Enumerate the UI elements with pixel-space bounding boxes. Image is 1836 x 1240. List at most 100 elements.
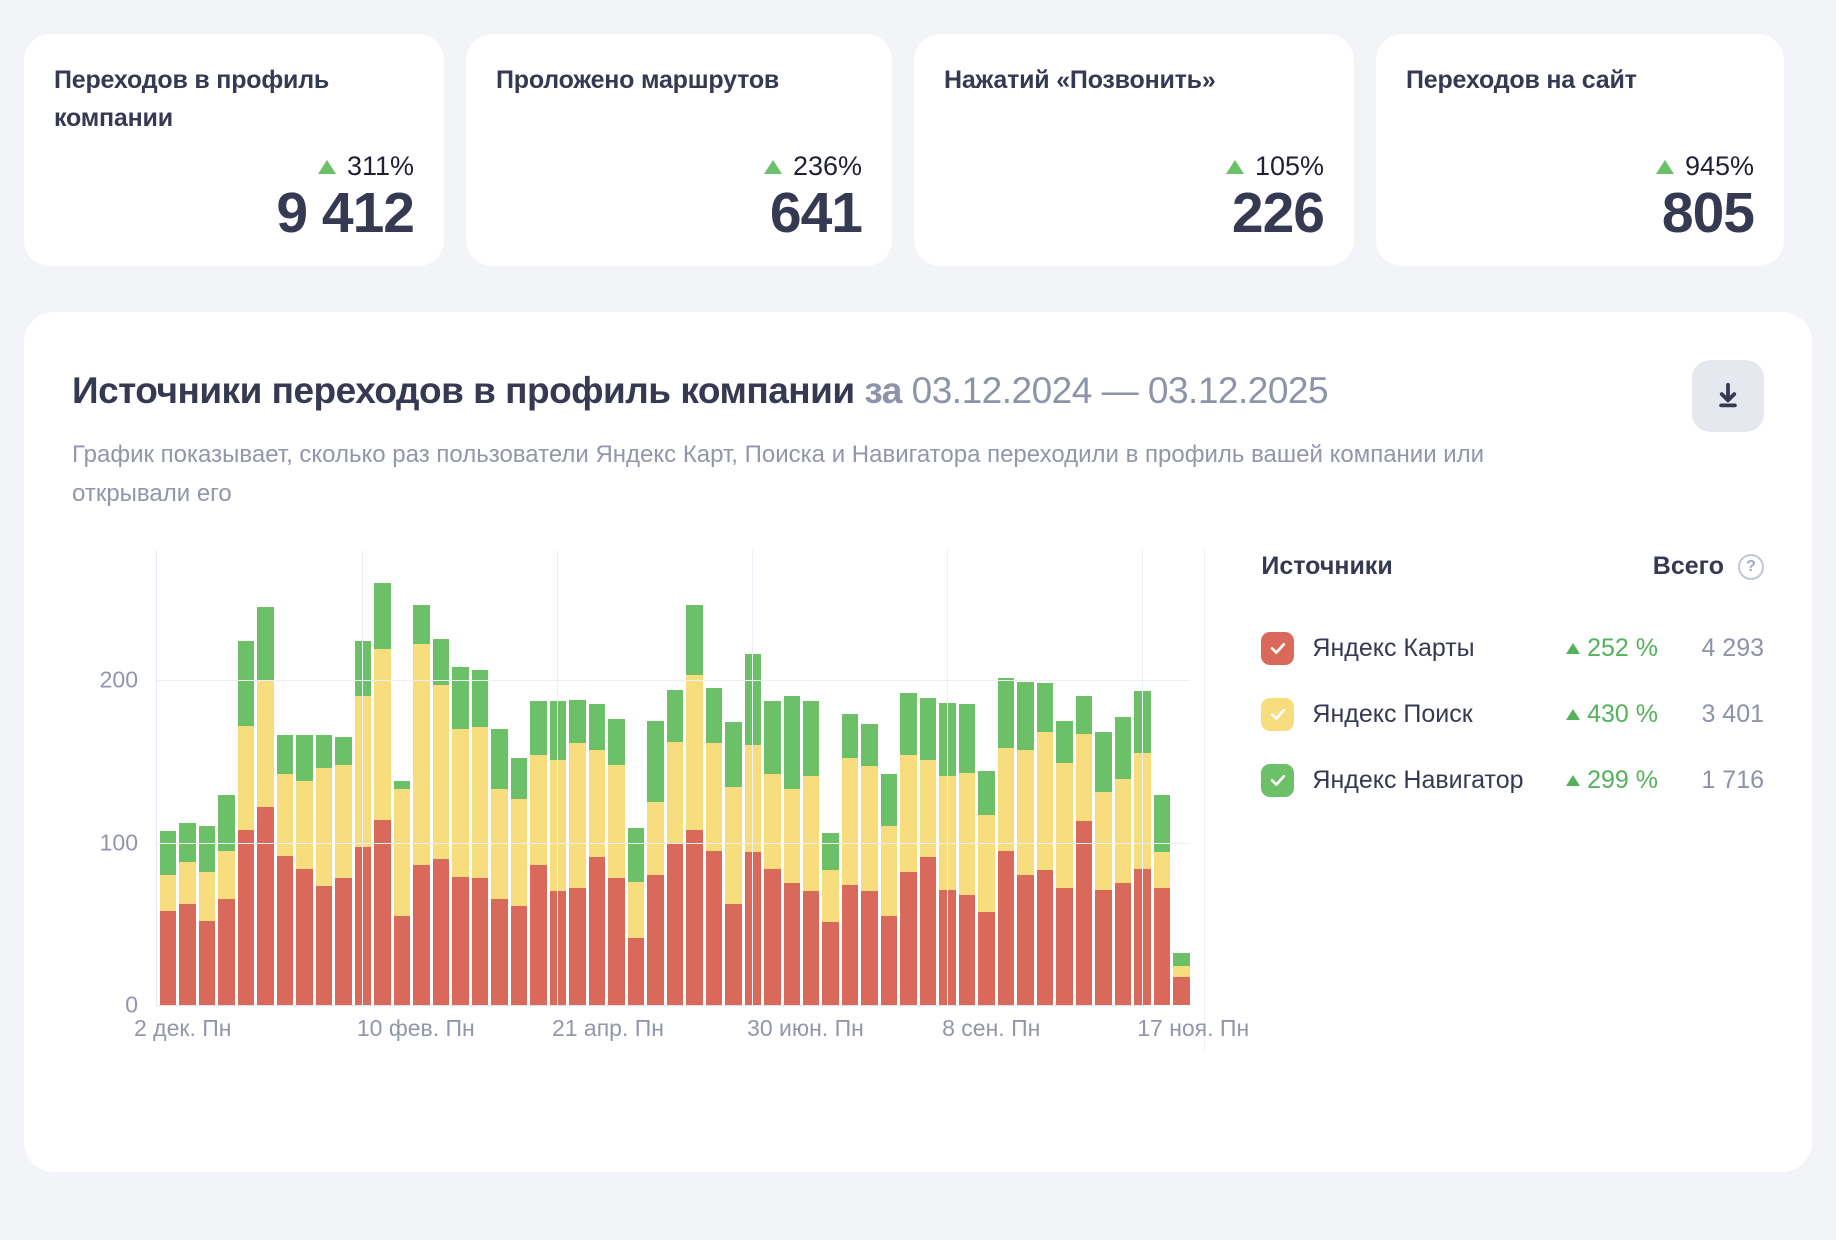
bar-stack[interactable] (160, 831, 177, 1005)
bar-stack[interactable] (666, 689, 684, 1005)
bar-segment (588, 857, 606, 1005)
bar-segment (491, 899, 508, 1005)
bar-stack[interactable] (218, 795, 235, 1005)
x-tick-label: 17 ноя. Пн (1137, 1015, 1250, 1041)
legend-checkbox[interactable] (1261, 697, 1295, 731)
bar-stack[interactable] (413, 605, 430, 1005)
bar-stack[interactable] (880, 774, 898, 1005)
legend-row[interactable]: Яндекс Навигатор 299 % 1 716 (1261, 747, 1764, 813)
bar-stack[interactable] (237, 641, 255, 1005)
bar-segment (608, 719, 625, 765)
download-button[interactable] (1692, 360, 1764, 432)
bar-stack[interactable] (471, 670, 489, 1005)
question-mark-icon[interactable]: ? (1738, 553, 1764, 580)
bar-stack[interactable] (978, 771, 995, 1005)
bar-segment (822, 870, 839, 923)
legend-checkbox[interactable] (1261, 631, 1295, 665)
bar-stack[interactable] (296, 735, 313, 1005)
bar-segment (237, 641, 255, 726)
bar-segment (900, 693, 917, 755)
bar-stack[interactable] (1056, 720, 1073, 1005)
bar-segment (1095, 792, 1112, 890)
y-tick-label: 0 (125, 991, 138, 1018)
legend-row[interactable]: Яндекс Карты 252 % 4 293 (1261, 615, 1764, 681)
bar-segment (491, 728, 508, 789)
bar-stack[interactable] (530, 701, 547, 1005)
bar-segment (354, 696, 372, 848)
kpi-bottom: 236% 641 (496, 151, 863, 244)
kpi-title: Нажатий «Позвонить» (944, 66, 1216, 94)
bar-stack[interactable] (374, 582, 391, 1005)
bar-segment (374, 582, 391, 650)
kpi-card-profile-views[interactable]: Переходов в профиль компании 311% 9 412 (24, 34, 444, 266)
bar-stack[interactable] (510, 758, 528, 1005)
bar-stack[interactable] (686, 605, 703, 1005)
bar-stack[interactable] (1075, 696, 1093, 1005)
bar-stack[interactable] (627, 827, 645, 1005)
bar-segment (296, 780, 313, 869)
triangle-up-icon (763, 159, 782, 174)
bar-stack[interactable] (900, 693, 917, 1005)
legend-label: Яндекс Поиск (1312, 699, 1473, 728)
bar-stack[interactable] (841, 714, 859, 1005)
bar-stack[interactable] (588, 704, 606, 1005)
bar-segment (432, 684, 450, 859)
bar-stack[interactable] (783, 696, 800, 1005)
bar-segment (822, 832, 839, 871)
kpi-delta: 105% (944, 153, 1324, 180)
chart-card: Источники переходов в профиль компании з… (24, 312, 1812, 1172)
bar-stack[interactable] (257, 606, 274, 1005)
bar-segment (725, 722, 742, 788)
bar-stack[interactable] (861, 723, 878, 1005)
bar-stack[interactable] (802, 701, 820, 1005)
bar-stack[interactable] (1017, 681, 1034, 1005)
legend-checkbox[interactable] (1261, 763, 1295, 797)
bar-stack[interactable] (647, 720, 664, 1005)
bar-segment (569, 743, 586, 888)
bar-stack[interactable] (432, 639, 450, 1005)
bar-stack[interactable] (1153, 795, 1171, 1005)
bar-segment (588, 704, 606, 750)
bar-stack[interactable] (997, 678, 1015, 1005)
bar-segment (1173, 953, 1190, 966)
chart-body: 0 100 200 2 дек. Пн 10 фев. Пн 21 апр. Пн 30 … (72, 550, 1764, 1050)
bar-stack[interactable] (1114, 717, 1132, 1005)
bar-stack[interactable] (354, 641, 372, 1005)
bar-segment (666, 842, 684, 1005)
bar-stack[interactable] (1173, 953, 1190, 1005)
bar-segment (510, 798, 528, 906)
bar-stack[interactable] (919, 697, 937, 1005)
kpi-card-calls[interactable]: Нажатий «Позвонить» 105% 226 (914, 34, 1354, 266)
bar-stack[interactable] (179, 823, 196, 1005)
kpi-card-routes[interactable]: Проложено маршрутов 236% 641 (466, 34, 892, 266)
x-tick-label: 21 апр. Пн (551, 1015, 664, 1041)
bar-stack[interactable] (764, 701, 781, 1005)
bar-stack[interactable] (1095, 732, 1112, 1005)
x-axis-line (156, 1005, 1145, 1006)
kpi-delta-value: 236% (792, 151, 862, 182)
bar-stack[interactable] (608, 719, 625, 1005)
bar-stack[interactable] (335, 736, 352, 1005)
bar-segment (257, 680, 274, 807)
bar-segment (686, 675, 703, 830)
bar-segment (997, 678, 1015, 749)
bar-stack[interactable] (705, 688, 723, 1005)
bar-stack[interactable] (452, 667, 469, 1005)
bar-segment (198, 826, 216, 872)
kpi-delta: 945% (1406, 153, 1754, 180)
bar-stack[interactable] (198, 826, 216, 1005)
bar-stack[interactable] (393, 780, 411, 1005)
bar-stack[interactable] (491, 728, 508, 1005)
kpi-card-site-visits[interactable]: Переходов на сайт 945% 805 (1376, 34, 1784, 266)
bar-stack[interactable] (276, 735, 294, 1005)
bar-stack[interactable] (725, 722, 742, 1005)
bar-stack[interactable] (315, 735, 333, 1005)
bar-stack[interactable] (822, 832, 839, 1005)
bar-stack[interactable] (1036, 683, 1054, 1005)
bar-segment (588, 749, 606, 858)
bar-stack[interactable] (569, 699, 586, 1005)
legend-row[interactable]: Яндекс Поиск 430 % 3 401 (1261, 681, 1764, 747)
bar-segment (296, 735, 313, 781)
bar-stack[interactable] (958, 704, 976, 1005)
bar-segment (354, 847, 372, 1005)
